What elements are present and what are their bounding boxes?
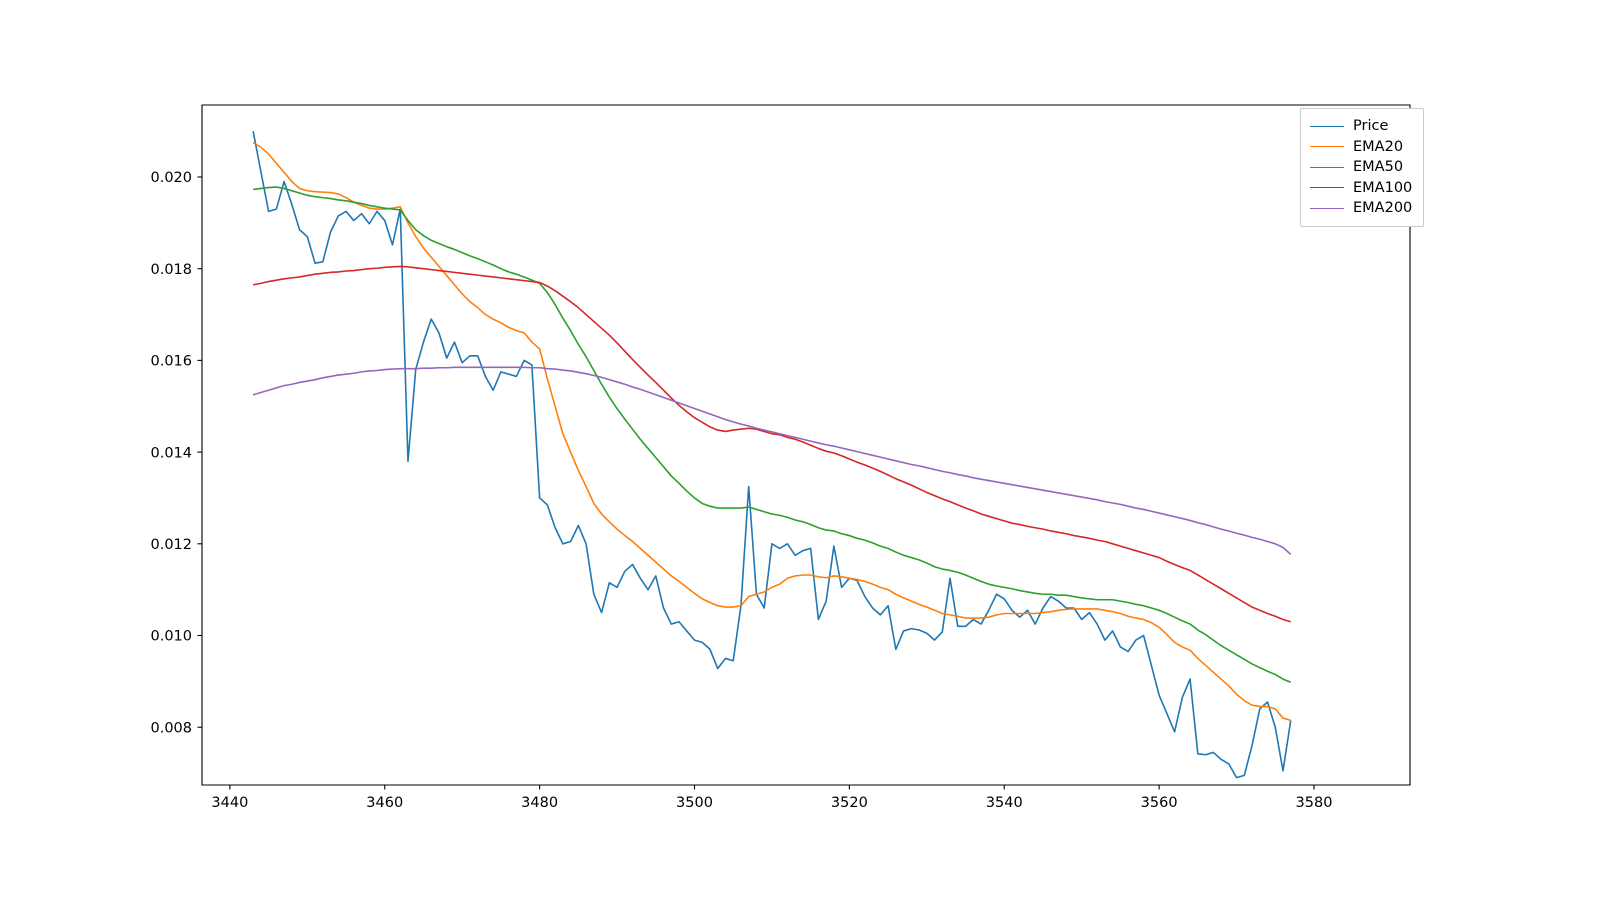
- legend-swatch-ema50-line-icon: [1310, 166, 1344, 168]
- legend-item-ema50[interactable]: EMA50: [1310, 157, 1412, 178]
- series-line-ema200: [252, 366, 1292, 555]
- x-tick-label: 3540: [986, 795, 1023, 811]
- legend-swatch-ema20-line-icon: [1310, 146, 1344, 148]
- series-line-ema20: [252, 141, 1291, 722]
- y-tick-label: 0.014: [150, 445, 192, 461]
- x-tick-label: 3440: [211, 795, 248, 811]
- y-tick-label: 0.010: [150, 629, 192, 645]
- legend-swatch-price-line-icon: [1310, 125, 1344, 127]
- y-tick-label: 0.012: [150, 537, 192, 553]
- series-line-ema50: [253, 186, 1292, 684]
- legend-item-ema200[interactable]: EMA200: [1310, 198, 1412, 219]
- x-tick-label: 3460: [366, 795, 403, 811]
- legend-item-ema20[interactable]: EMA20: [1310, 137, 1412, 158]
- series-line-ema100: [252, 265, 1291, 623]
- x-tick-label: 3580: [1296, 795, 1333, 811]
- legend-swatch-ema200-line-icon: [1310, 207, 1344, 209]
- legend-label: Price: [1353, 118, 1389, 134]
- y-tick-label: 0.008: [150, 720, 192, 736]
- x-tick-label: 3560: [1141, 795, 1178, 811]
- legend-label: EMA100: [1353, 179, 1413, 196]
- y-tick-label: 0.016: [150, 354, 192, 370]
- legend-label: EMA200: [1353, 200, 1413, 216]
- y-axis-ticks: 0.008 0.010 0.012 0.014 0.016 0.018 0.020: [150, 170, 202, 736]
- series-lines: [252, 130, 1292, 779]
- series-line-price: [252, 130, 1292, 779]
- x-axis-ticks: 3440 3460 3480 3500 3520 3540 3560 3580: [211, 785, 1332, 811]
- legend-label: EMA50: [1353, 159, 1404, 175]
- legend-item-ema100[interactable]: EMA100: [1310, 178, 1412, 199]
- plot-background: [202, 105, 1410, 785]
- legend-swatch-ema100-line-icon: [1310, 187, 1344, 189]
- y-tick-label: 0.020: [150, 170, 192, 186]
- y-tick-label: 0.018: [150, 262, 192, 278]
- chart-legend: Price EMA20 EMA50 EMA100 EMA200: [1300, 108, 1425, 227]
- legend-item-price[interactable]: Price: [1310, 116, 1412, 137]
- x-tick-label: 3500: [676, 795, 713, 811]
- x-tick-label: 3480: [521, 795, 558, 811]
- axes-spines: [201, 104, 1411, 786]
- x-tick-label: 3520: [831, 795, 868, 811]
- legend-label: EMA20: [1353, 138, 1404, 155]
